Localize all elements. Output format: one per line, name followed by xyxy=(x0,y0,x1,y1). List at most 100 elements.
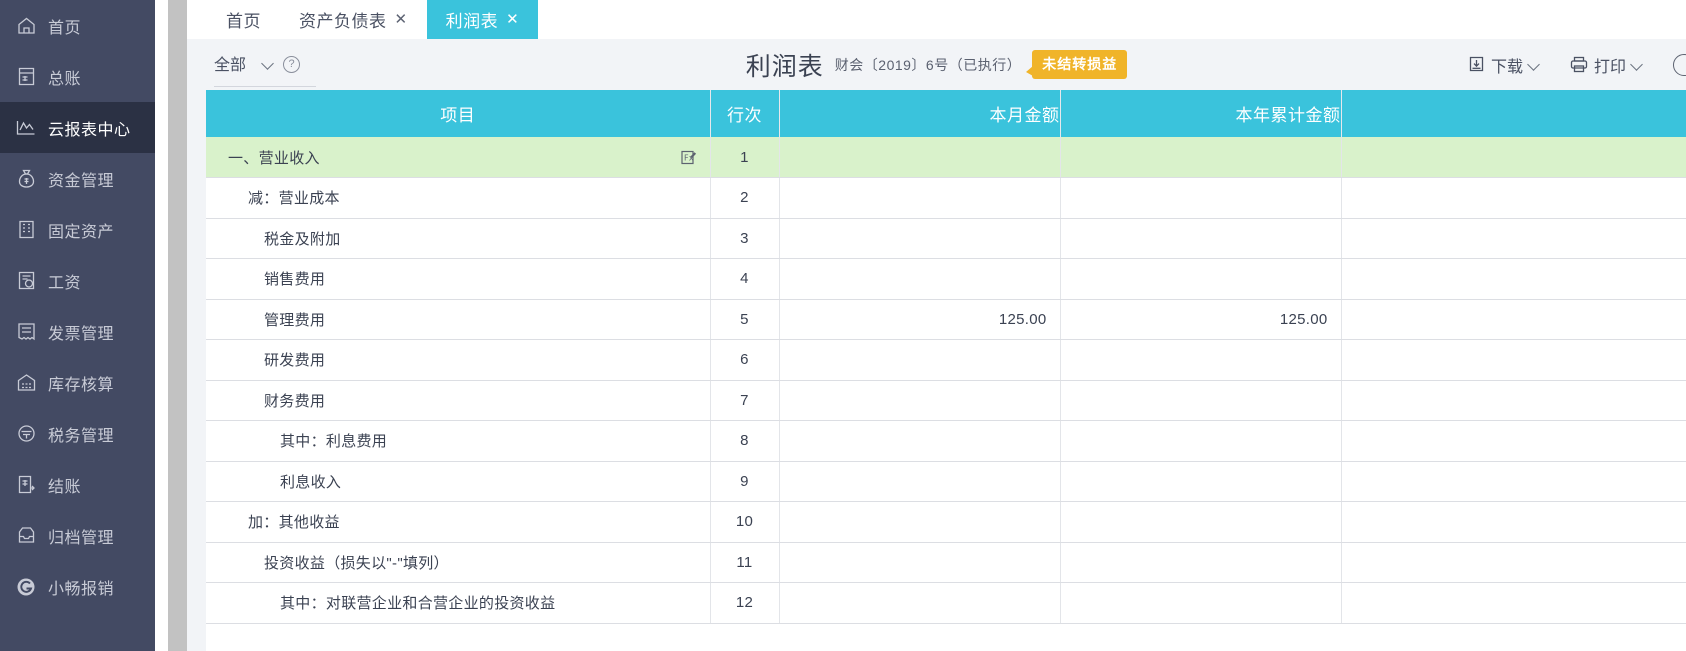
table-row[interactable]: 利息收入 9 xyxy=(206,461,1686,502)
cell-year-amount[interactable] xyxy=(1060,137,1342,178)
cell-item[interactable]: 一、营业收入 Fx xyxy=(206,137,711,178)
cell-month-amount[interactable] xyxy=(779,380,1061,421)
tab-0[interactable]: 首页 xyxy=(207,0,280,39)
table-row[interactable]: 财务费用 7 xyxy=(206,380,1686,421)
scope-filter-dropdown[interactable]: 全部 xyxy=(214,51,274,78)
cell-prior-year-amount[interactable] xyxy=(1341,137,1686,178)
cell-year-amount[interactable] xyxy=(1060,218,1342,259)
cell-year-amount[interactable] xyxy=(1060,339,1342,381)
sidebar-item-3[interactable]: 资金管理 xyxy=(0,153,155,204)
cell-item[interactable]: 税金及附加 xyxy=(206,218,711,259)
cell-prior-year-amount[interactable] xyxy=(1341,501,1686,543)
cell-item[interactable]: 研发费用 xyxy=(206,339,711,381)
column-header-3[interactable]: 本年累计金额 xyxy=(1060,90,1342,137)
formula-icon[interactable]: Fx xyxy=(680,148,698,166)
cell-prior-year-amount[interactable] xyxy=(1341,177,1686,219)
tab-label: 资产负债表 xyxy=(299,12,387,31)
sidebar-item-6[interactable]: 发票管理 xyxy=(0,306,155,357)
sidebar: 首页 总账 云报表中心 资金管理 固定资产 工资发票管理库存核算 税务管理结账归档管理 小畅报… xyxy=(0,0,155,651)
tab-1[interactable]: 资产负债表 ✕ xyxy=(280,0,427,39)
help-icon[interactable]: ? xyxy=(283,56,301,73)
cell-month-amount[interactable] xyxy=(779,542,1061,583)
cell-year-amount[interactable] xyxy=(1060,542,1342,583)
cell-year-amount[interactable] xyxy=(1060,380,1342,421)
status-badge[interactable]: 未结转损益 xyxy=(1026,50,1128,79)
cell-year-amount[interactable] xyxy=(1060,420,1342,462)
cell-year-amount[interactable] xyxy=(1060,501,1342,543)
print-button[interactable]: 打印 xyxy=(1570,53,1643,77)
table-row[interactable]: 投资收益（损失以"-"填列） 11 xyxy=(206,542,1686,583)
sidebar-item-0[interactable]: 首页 xyxy=(0,0,155,51)
sidebar-item-5[interactable]: 工资 xyxy=(0,255,155,306)
cell-month-amount[interactable] xyxy=(779,177,1061,219)
page-scrollbar-thumb[interactable] xyxy=(168,0,187,651)
cell-month-amount[interactable] xyxy=(779,501,1061,543)
cell-item[interactable]: 加：其他收益 xyxy=(206,501,711,543)
item-label: 销售费用 xyxy=(264,271,326,289)
cell-year-amount[interactable] xyxy=(1060,582,1342,624)
table-row[interactable]: 管理费用 5 125.00 125.00 xyxy=(206,299,1686,340)
cell-item[interactable]: 其中：对联营企业和合营企业的投资收益 xyxy=(206,582,711,624)
cell-prior-year-amount[interactable] xyxy=(1341,461,1686,502)
cell-year-amount[interactable] xyxy=(1060,461,1342,502)
cell-prior-year-amount[interactable] xyxy=(1341,380,1686,421)
download-button[interactable]: 下载 xyxy=(1468,53,1540,77)
sidebar-item-2[interactable]: 云报表中心 xyxy=(0,102,155,153)
cell-month-amount[interactable] xyxy=(779,582,1061,624)
cell-month-amount[interactable] xyxy=(779,258,1061,300)
cell-prior-year-amount[interactable] xyxy=(1341,420,1686,462)
sidebar-item-8[interactable]: 税务管理 xyxy=(0,408,155,459)
cell-year-amount[interactable]: 125.00 xyxy=(1060,299,1342,340)
cell-month-amount[interactable] xyxy=(779,137,1061,178)
cell-prior-year-amount[interactable] xyxy=(1341,299,1686,340)
sidebar-item-1[interactable]: 总账 xyxy=(0,51,155,102)
table-row[interactable]: 一、营业收入 Fx 1 xyxy=(206,137,1686,178)
tab-2[interactable]: 利润表 ✕ xyxy=(426,0,539,39)
cell-month-amount[interactable] xyxy=(779,339,1061,381)
sidebar-item-11[interactable]: 小畅报销 xyxy=(0,561,155,612)
column-header-1[interactable]: 行次 xyxy=(710,90,780,137)
cell-year-amount[interactable] xyxy=(1060,258,1342,300)
cell-item[interactable]: 其中：利息费用 xyxy=(206,420,711,462)
cell-month-amount[interactable]: 125.00 xyxy=(779,299,1061,340)
sidebar-item-7[interactable]: 库存核算 xyxy=(0,357,155,408)
column-header-0[interactable]: 项目 xyxy=(206,90,711,137)
column-header-4[interactable]: 上年同期累计 xyxy=(1341,90,1686,137)
table-row[interactable]: 销售费用 4 xyxy=(206,258,1686,300)
cell-prior-year-amount[interactable] xyxy=(1341,582,1686,624)
cell-prior-year-amount[interactable] xyxy=(1341,542,1686,583)
table-row[interactable]: 减：营业成本 2 xyxy=(206,177,1686,219)
cell-item[interactable]: 利息收入 xyxy=(206,461,711,502)
table-row[interactable]: 其中：利息费用 8 xyxy=(206,420,1686,462)
cell-item[interactable]: 财务费用 xyxy=(206,380,711,421)
table-row[interactable]: 研发费用 6 xyxy=(206,339,1686,381)
close-icon[interactable]: ✕ xyxy=(394,10,408,28)
report-title-block: 利润表 财会〔2019〕6号（已执行） 未结转损益 xyxy=(187,39,1686,90)
table-row[interactable]: 税金及附加 3 xyxy=(206,218,1686,259)
sidebar-item-10[interactable]: 归档管理 xyxy=(0,510,155,561)
close-icon[interactable]: ✕ xyxy=(506,10,520,28)
column-header-2[interactable]: 本月金额 xyxy=(779,90,1061,137)
cell-prior-year-amount[interactable] xyxy=(1341,218,1686,259)
cell-prior-year-amount[interactable] xyxy=(1341,339,1686,381)
cell-item[interactable]: 管理费用 xyxy=(206,299,711,340)
money-bag-icon xyxy=(14,167,38,191)
settings-circle-icon[interactable] xyxy=(1673,53,1686,76)
cell-item[interactable]: 销售费用 xyxy=(206,258,711,300)
sidebar-item-4[interactable]: 固定资产 xyxy=(0,204,155,255)
item-label: 加：其他收益 xyxy=(248,514,340,532)
cell-prior-year-amount[interactable] xyxy=(1341,258,1686,300)
tax-icon xyxy=(14,422,38,446)
cell-month-amount[interactable] xyxy=(779,420,1061,462)
sidebar-item-label: 结账 xyxy=(48,478,82,496)
sidebar-item-9[interactable]: 结账 xyxy=(0,459,155,510)
cell-month-amount[interactable] xyxy=(779,218,1061,259)
table-row[interactable]: 其中：对联营企业和合营企业的投资收益 12 xyxy=(206,582,1686,624)
cell-year-amount[interactable] xyxy=(1060,177,1342,219)
cell-item[interactable]: 减：营业成本 xyxy=(206,177,711,219)
table-row[interactable]: 加：其他收益 10 xyxy=(206,501,1686,543)
cell-item[interactable]: 投资收益（损失以"-"填列） xyxy=(206,542,711,583)
sidebar-item-label: 发票管理 xyxy=(48,325,115,343)
cell-month-amount[interactable] xyxy=(779,461,1061,502)
